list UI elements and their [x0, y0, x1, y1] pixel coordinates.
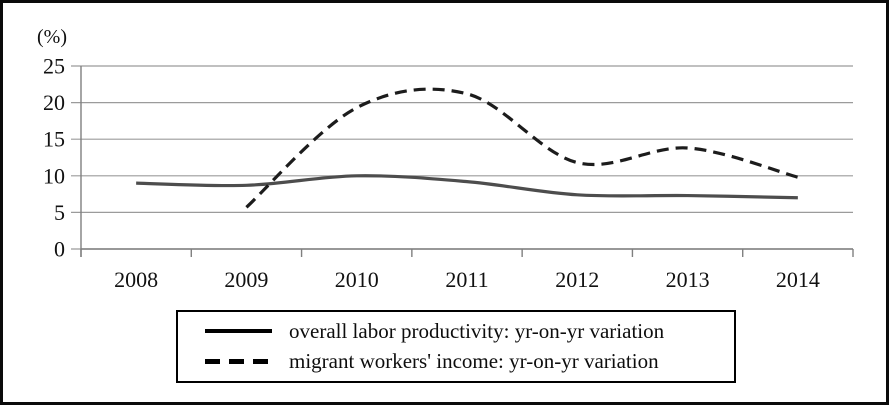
y-tick-label: 15 — [43, 127, 65, 152]
x-tick-label: 2009 — [224, 267, 268, 292]
y-tick-label: 5 — [54, 200, 65, 225]
dashed-line-swatch — [205, 359, 272, 365]
y-tick-label: 20 — [43, 90, 65, 115]
x-tick-label: 2014 — [776, 267, 820, 292]
y-axis-unit-label: (%) — [37, 26, 67, 48]
legend-label-productivity: overall labor productivity: yr-on-yr var… — [289, 318, 665, 343]
legend: overall labor productivity: yr-on-yr var… — [176, 310, 736, 383]
legend-item-income: migrant workers' income: yr-on-yr variat… — [205, 349, 734, 374]
x-tick-label: 2008 — [114, 267, 158, 292]
x-tick-label: 2012 — [555, 267, 599, 292]
legend-label-income: migrant workers' income: yr-on-yr variat… — [289, 349, 659, 373]
plot-area: 0 5 10 15 20 25 2008 2009 2010 2011 2012 2013 2014 — [43, 54, 854, 292]
x-tick-label: 2011 — [445, 267, 488, 292]
x-tick-label: 2013 — [666, 267, 710, 292]
legend-item-productivity: overall labor productivity: yr-on-yr var… — [205, 319, 734, 344]
chart-canvas: (%) 0 5 10 15 20 25 2008 2009 2010 2011 2012 2013 20… — [37, 26, 854, 292]
y-tick-label: 10 — [43, 163, 65, 188]
series-line-1-dashed — [245, 87, 799, 209]
y-tick-label: 0 — [54, 237, 65, 262]
solid-line-swatch — [205, 329, 272, 334]
y-tick-label: 25 — [43, 54, 65, 79]
series-line-0-solid — [136, 174, 798, 200]
x-tick-label: 2010 — [335, 267, 379, 292]
